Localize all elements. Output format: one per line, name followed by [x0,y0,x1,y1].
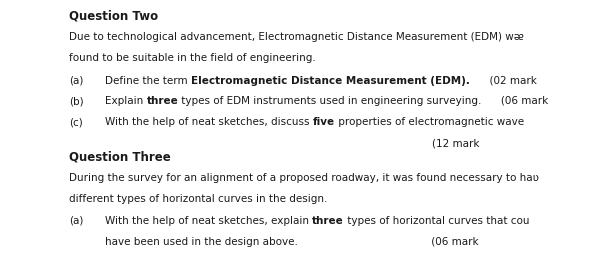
Text: properties of electromagnetic wave: properties of electromagnetic wave [335,117,524,127]
Text: With the help of neat sketches, discuss: With the help of neat sketches, discuss [105,117,313,127]
Text: Due to technological advancement, Electromagnetic Distance Measurement (EDM) wᴂ: Due to technological advancement, Electr… [69,32,524,43]
Text: different types of horizontal curves in the design.: different types of horizontal curves in … [69,194,328,204]
Text: Electromagnetic Distance Measurement (EDM).: Electromagnetic Distance Measurement (ED… [191,76,470,86]
Text: During the survey for an alignment of a proposed roadway, it was found necessary: During the survey for an alignment of a … [69,173,539,183]
Text: (b): (b) [69,96,83,106]
Text: Question Three: Question Three [69,150,171,163]
Text: Question Two: Question Two [69,9,158,22]
Text: (a): (a) [69,76,83,86]
Text: found to be suitable in the field of engineering.: found to be suitable in the field of eng… [69,53,316,63]
Text: (06 mark: (06 mark [298,237,479,247]
Text: have been used in the design above.: have been used in the design above. [105,237,298,247]
Text: (a): (a) [69,216,83,226]
Text: With the help of neat sketches, explain: With the help of neat sketches, explain [105,216,312,226]
Text: types of horizontal curves that cou: types of horizontal curves that cou [344,216,530,226]
Text: Define the term: Define the term [105,76,191,86]
Text: (12 mark: (12 mark [432,138,479,148]
Text: types of EDM instruments used in engineering surveying.      (06 mark: types of EDM instruments used in enginee… [178,96,548,106]
Text: (02 mark: (02 mark [470,76,536,86]
Text: five: five [313,117,335,127]
Text: Explain: Explain [105,96,146,106]
Text: (c): (c) [69,117,83,127]
Text: three: three [146,96,178,106]
Text: three: three [312,216,344,226]
